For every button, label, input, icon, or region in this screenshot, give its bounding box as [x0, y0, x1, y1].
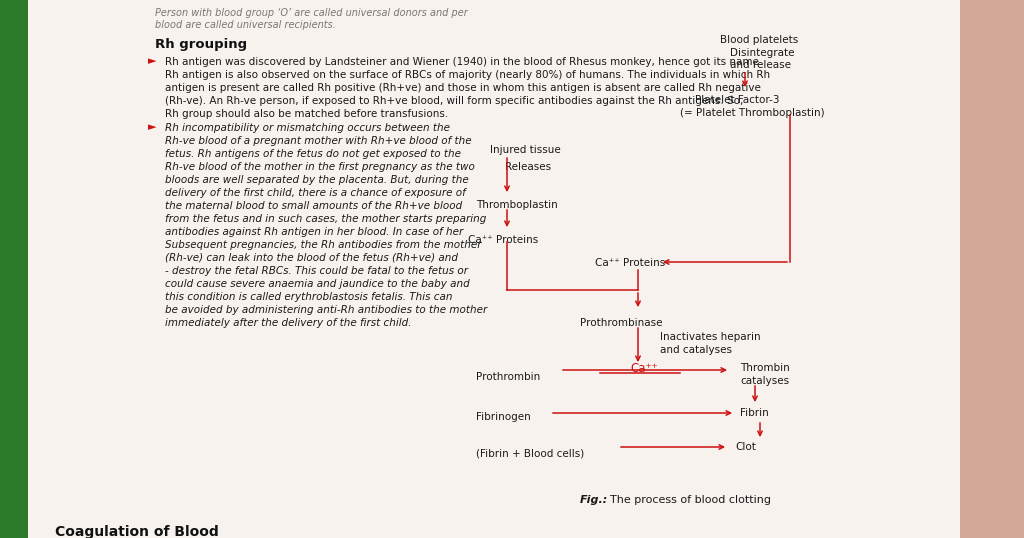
Text: (Rh-ve) can leak into the blood of the fetus (Rh+ve) and: (Rh-ve) can leak into the blood of the f…	[165, 253, 458, 263]
Text: ►: ►	[148, 122, 157, 132]
Text: Ca⁺⁺ Proteins: Ca⁺⁺ Proteins	[468, 235, 539, 245]
Text: Ca⁺⁺ Proteins: Ca⁺⁺ Proteins	[595, 258, 666, 268]
Text: Fig.:: Fig.:	[580, 495, 608, 505]
Text: Prothrombin: Prothrombin	[476, 372, 541, 382]
Text: this condition is called erythroblastosis fetalis. This can: this condition is called erythroblastosi…	[165, 292, 453, 302]
Text: Rh-ve blood of a pregnant mother with Rh+ve blood of the: Rh-ve blood of a pregnant mother with Rh…	[165, 136, 472, 146]
Text: and catalyses: and catalyses	[660, 345, 732, 355]
Text: could cause severe anaemia and jaundice to the baby and: could cause severe anaemia and jaundice …	[165, 279, 470, 289]
Text: - destroy the fetal RBCs. This could be fatal to the fetus or: - destroy the fetal RBCs. This could be …	[165, 266, 468, 276]
Text: the maternal blood to small amounts of the Rh+ve blood: the maternal blood to small amounts of t…	[165, 201, 462, 211]
Text: from the fetus and in such cases, the mother starts preparing: from the fetus and in such cases, the mo…	[165, 214, 486, 224]
Text: The process of blood clotting: The process of blood clotting	[610, 495, 771, 505]
Text: ►: ►	[148, 56, 157, 66]
Text: antigen is present are called Rh positive (Rh+ve) and those in whom this antigen: antigen is present are called Rh positiv…	[165, 83, 761, 93]
Text: (= Platelet Thromboplastin): (= Platelet Thromboplastin)	[680, 108, 824, 118]
Text: be avoided by administering anti-Rh antibodies to the mother: be avoided by administering anti-Rh anti…	[165, 305, 487, 315]
Text: Coagulation of Blood: Coagulation of Blood	[55, 525, 219, 538]
Bar	[0, 0, 28, 538]
Text: antibodies against Rh antigen in her blood. In case of her: antibodies against Rh antigen in her blo…	[165, 227, 463, 237]
Text: Inactivates heparin: Inactivates heparin	[660, 332, 761, 342]
Text: Fibrinogen: Fibrinogen	[476, 412, 530, 422]
Text: Platelet Factor-3: Platelet Factor-3	[695, 95, 779, 105]
Text: catalyses: catalyses	[740, 376, 790, 386]
Text: fetus. Rh antigens of the fetus do not get exposed to the: fetus. Rh antigens of the fetus do not g…	[165, 149, 461, 159]
Text: Subsequent pregnancies, the Rh antibodies from the mother: Subsequent pregnancies, the Rh antibodie…	[165, 240, 481, 250]
Text: Rh grouping: Rh grouping	[155, 38, 247, 51]
Text: blood are called universal recipients.: blood are called universal recipients.	[155, 20, 336, 30]
Text: immediately after the delivery of the first child.: immediately after the delivery of the fi…	[165, 318, 412, 328]
Text: Person with blood group ‘O’ are called universal donors and per: Person with blood group ‘O’ are called u…	[155, 8, 468, 18]
Text: Injured tissue: Injured tissue	[490, 145, 561, 155]
Text: Thromboplastin: Thromboplastin	[476, 200, 558, 210]
Text: Ca⁺⁺: Ca⁺⁺	[630, 362, 657, 375]
Text: delivery of the first child, there is a chance of exposure of: delivery of the first child, there is a …	[165, 188, 466, 198]
Text: (Rh-ve). An Rh-ve person, if exposed to Rh+ve blood, will form specific antibodi: (Rh-ve). An Rh-ve person, if exposed to …	[165, 96, 743, 106]
Text: Blood platelets: Blood platelets	[720, 35, 799, 45]
Text: Rh-ve blood of the mother in the first pregnancy as the two: Rh-ve blood of the mother in the first p…	[165, 162, 475, 172]
Text: (Fibrin + Blood cells): (Fibrin + Blood cells)	[476, 448, 585, 458]
Bar	[961, 0, 1024, 538]
Text: Disintegrate: Disintegrate	[730, 48, 795, 58]
Text: Rh group should also be matched before transfusions.: Rh group should also be matched before t…	[165, 109, 449, 119]
Text: Prothrombinase: Prothrombinase	[580, 318, 663, 328]
Text: bloods are well separated by the placenta. But, during the: bloods are well separated by the placent…	[165, 175, 469, 185]
Text: Rh antigen is also observed on the surface of RBCs of majority (nearly 80%) of h: Rh antigen is also observed on the surfa…	[165, 70, 770, 80]
Text: and release: and release	[730, 60, 791, 70]
Text: Rh antigen was discovered by Landsteiner and Wiener (1940) in the blood of Rhesu: Rh antigen was discovered by Landsteiner…	[165, 57, 762, 67]
Text: Rh incompatibility or mismatching occurs between the: Rh incompatibility or mismatching occurs…	[165, 123, 450, 133]
Text: Fibrin: Fibrin	[740, 408, 769, 418]
Text: Thrombin: Thrombin	[740, 363, 790, 373]
Text: Clot: Clot	[735, 442, 756, 452]
Text: Releases: Releases	[505, 162, 551, 172]
